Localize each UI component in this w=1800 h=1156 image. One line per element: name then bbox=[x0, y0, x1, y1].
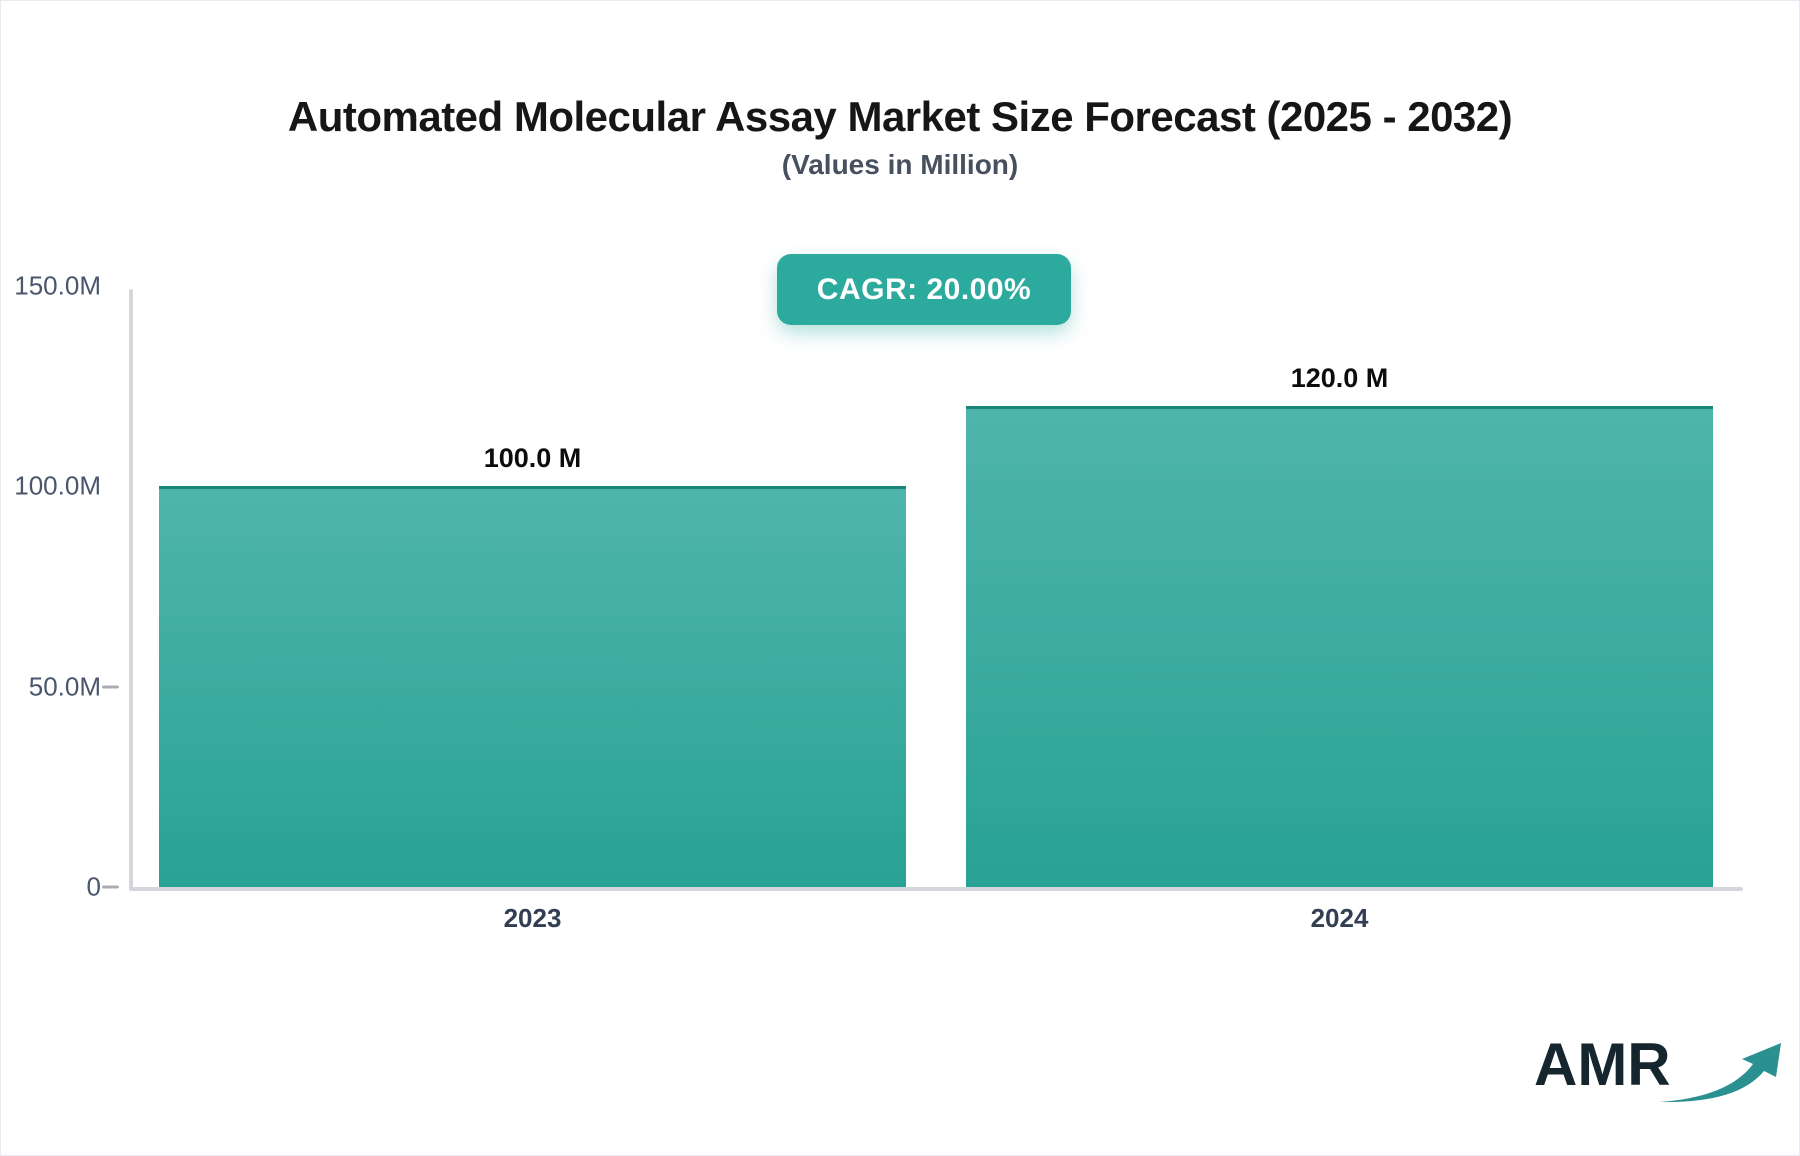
bar-2024 bbox=[965, 406, 1714, 887]
y-axis-label: 150.0M bbox=[14, 270, 101, 301]
y-axis-label: 50.0M bbox=[28, 671, 101, 702]
chart-subtitle: (Values in Million) bbox=[781, 149, 1019, 180]
x-axis bbox=[129, 887, 1743, 891]
bar-2023 bbox=[158, 486, 907, 887]
growth-arrow-icon bbox=[1658, 1043, 1781, 1103]
bar-slot: 100.0 M 2023 bbox=[158, 286, 907, 933]
y-axis bbox=[129, 289, 133, 891]
cagr-badge: CAGR: 20.00% bbox=[777, 254, 1071, 325]
bar-slot: 120.0 M 2024 bbox=[965, 286, 1714, 933]
y-axis-tick bbox=[102, 685, 119, 689]
bar-value-label: 100.0 M bbox=[483, 443, 582, 474]
chart-title: Automated Molecular Assay Market Size Fo… bbox=[287, 93, 1513, 140]
y-axis-label: 0 bbox=[86, 871, 101, 902]
x-axis-label: 2024 bbox=[1310, 903, 1369, 933]
bar-value-label: 120.0 M bbox=[1290, 363, 1389, 394]
y-axis-label: 100.0M bbox=[14, 470, 101, 501]
amr-logo: AMR bbox=[1534, 1035, 1789, 1105]
y-axis-tick bbox=[102, 885, 119, 889]
x-axis-label: 2023 bbox=[503, 903, 562, 933]
amr-logo-text: AMR bbox=[1534, 1031, 1671, 1098]
bar-chart: 150.0M 100.0M 50.0M 0 100.0 M 2023 120.0 M 202… bbox=[14, 271, 1743, 933]
